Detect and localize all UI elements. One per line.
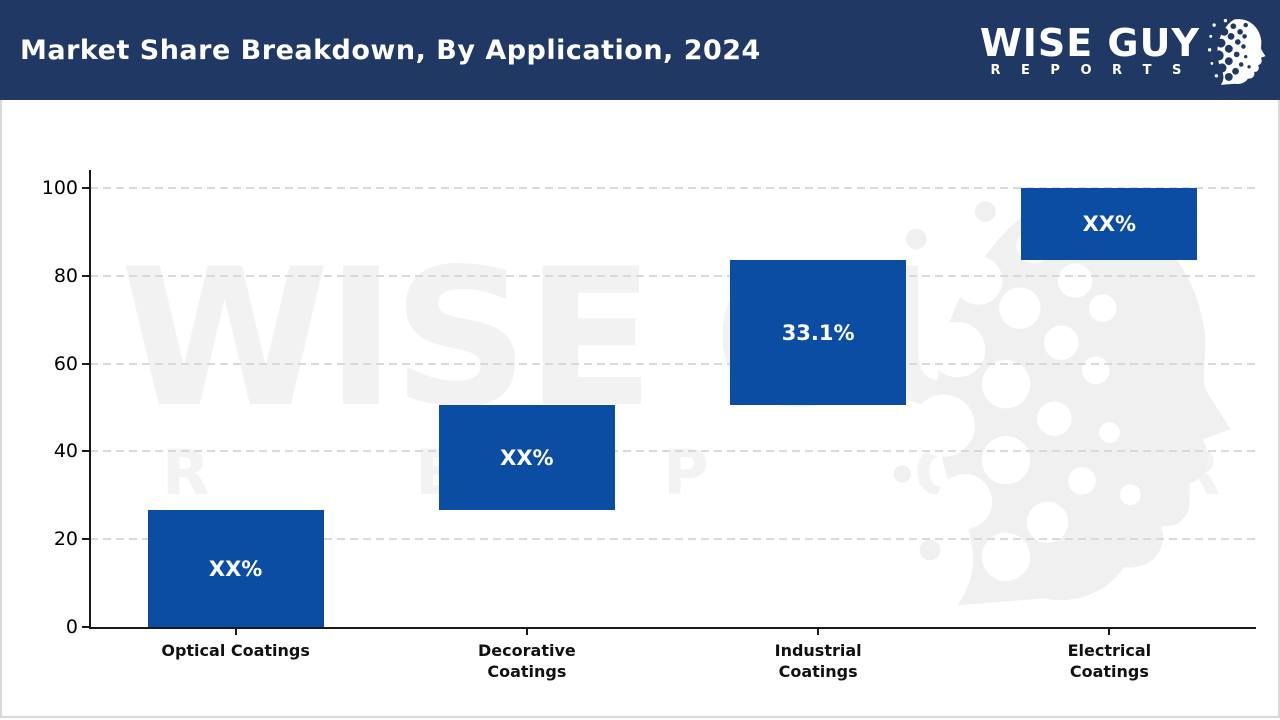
page-title: Market Share Breakdown, By Application, … bbox=[20, 34, 761, 66]
plot: 0 20 40 60 80 100 XX% Optical Coatings XX% Decora… bbox=[2, 100, 1278, 716]
x-category-label: Optical Coatings bbox=[161, 641, 310, 660]
y-tick-label: 100 bbox=[41, 177, 78, 199]
x-category-label: Decorative Coatings bbox=[478, 641, 576, 681]
logo: WISE GUY R E P O R T S bbox=[980, 8, 1266, 94]
bar-value-label: 33.1% bbox=[781, 320, 855, 345]
y-tick bbox=[82, 626, 90, 628]
gridline-40 bbox=[90, 450, 1255, 453]
y-tick-label: 60 bbox=[53, 352, 78, 375]
y-tick-label: 80 bbox=[53, 264, 78, 287]
logo-wordmark: WISE GUY bbox=[979, 20, 1200, 65]
x-category-label: Industrial Coatings bbox=[774, 641, 862, 681]
gridline-80 bbox=[90, 274, 1255, 277]
y-tick-label: 20 bbox=[53, 528, 78, 551]
x-tick bbox=[817, 629, 820, 635]
bar-3 bbox=[730, 259, 907, 406]
x-axis-line bbox=[89, 627, 1256, 629]
y-tick bbox=[82, 274, 90, 277]
chart-area: WISE GUY R E P O R T S 020406080100XX%Op… bbox=[0, 100, 1280, 718]
bar-4 bbox=[1021, 188, 1198, 260]
y-tick bbox=[82, 538, 90, 541]
logo-face-icon bbox=[1207, 18, 1266, 85]
y-tick bbox=[82, 450, 90, 453]
logo-subtext: R E P O R T S bbox=[990, 62, 1190, 78]
gridline-100 bbox=[90, 187, 1255, 189]
y-axis-line bbox=[89, 170, 91, 629]
y-tick-label: 40 bbox=[53, 440, 78, 463]
x-tick bbox=[234, 629, 237, 635]
bar-1 bbox=[147, 510, 324, 627]
logo-text: WISE GUY R E P O R T S bbox=[979, 20, 1200, 78]
bar-value-label: XX% bbox=[500, 445, 554, 470]
y-tick bbox=[82, 362, 90, 365]
x-category-label: Electrical Coatings bbox=[1067, 641, 1152, 681]
gridline-20 bbox=[90, 538, 1255, 541]
bar-value-label: XX% bbox=[208, 556, 263, 581]
bar-value-label: XX% bbox=[1082, 211, 1137, 236]
header-bar: Market Share Breakdown, By Application, … bbox=[0, 0, 1280, 100]
y-tick-label: 0 bbox=[65, 616, 78, 638]
gridline-60 bbox=[90, 362, 1255, 365]
y-tick bbox=[82, 187, 90, 189]
x-tick bbox=[1108, 629, 1111, 635]
bar-2 bbox=[438, 405, 615, 511]
x-tick bbox=[525, 629, 528, 635]
